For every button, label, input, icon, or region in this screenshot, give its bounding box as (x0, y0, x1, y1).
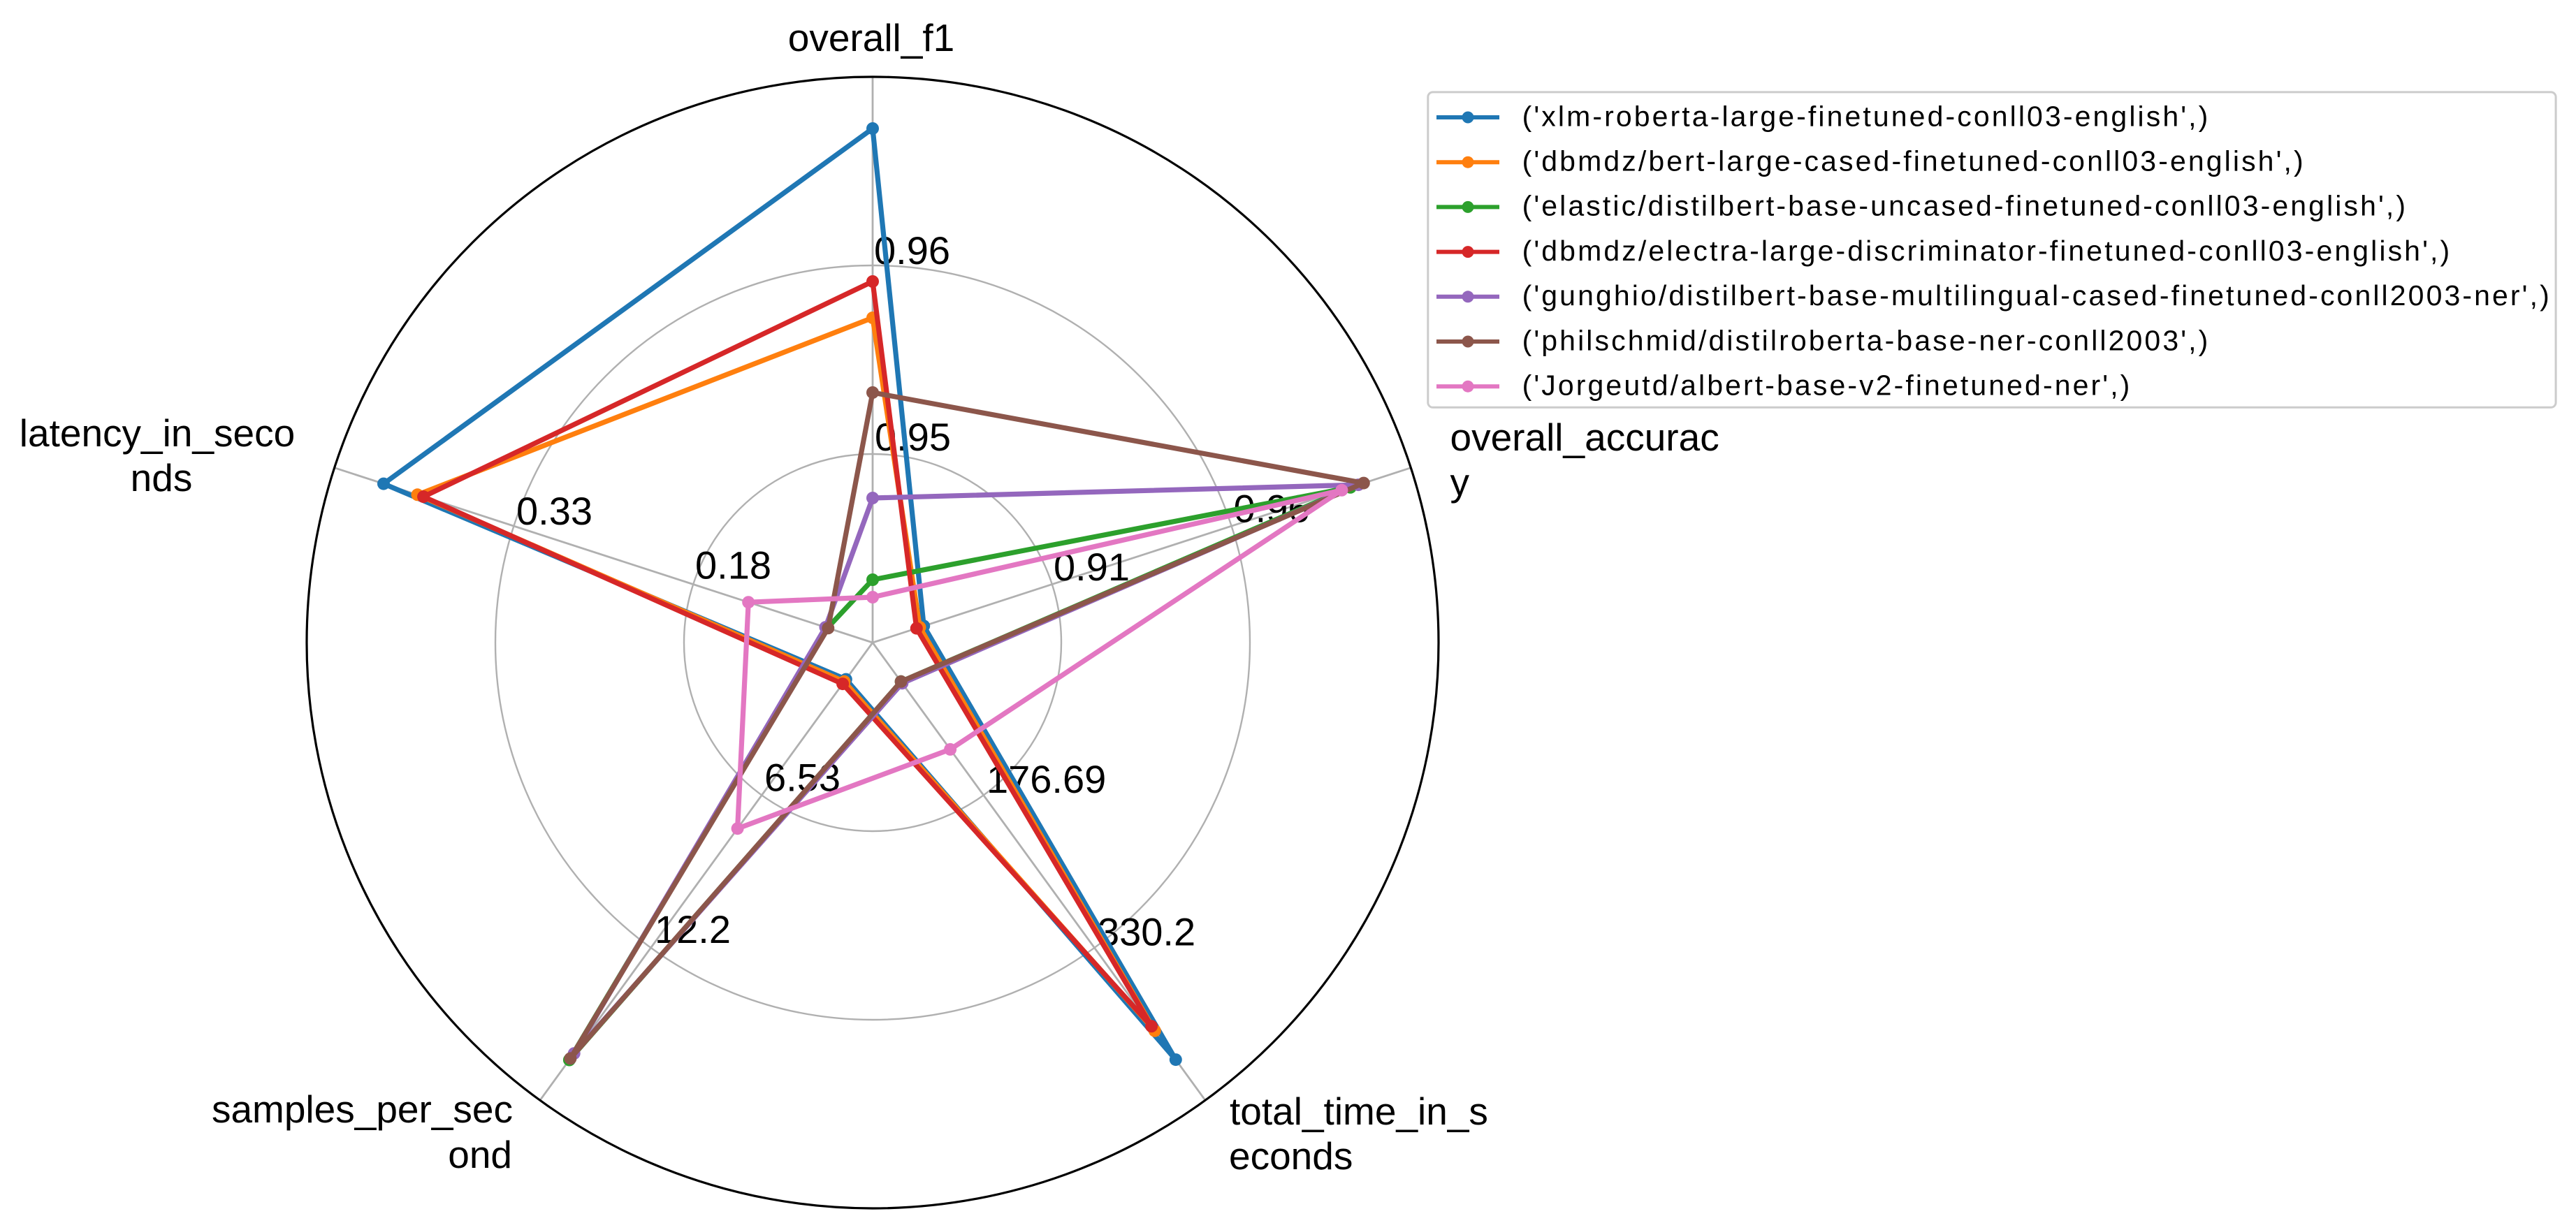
svg-text:0.18: 0.18 (695, 543, 771, 587)
svg-text:('gunghio/distilbert-base-mult: ('gunghio/distilbert-base-multilingual-c… (1522, 279, 2552, 312)
svg-text:econds: econds (1229, 1134, 1353, 1178)
svg-text:0.33: 0.33 (516, 489, 592, 533)
svg-text:('Jorgeutd/albert-base-v2-fine: ('Jorgeutd/albert-base-v2-finetuned-ner'… (1522, 369, 2132, 402)
svg-text:('elastic/distilbert-base-unca: ('elastic/distilbert-base-uncased-finetu… (1522, 190, 2408, 222)
svg-text:('dbmdz/bert-large-cased-finet: ('dbmdz/bert-large-cased-finetuned-conll… (1522, 145, 2306, 177)
svg-text:('xlm-roberta-large-finetuned-: ('xlm-roberta-large-finetuned-conll03-en… (1522, 100, 2211, 132)
svg-text:12.2: 12.2 (655, 907, 731, 951)
svg-text:overall_accurac: overall_accurac (1450, 416, 1719, 459)
svg-text:samples_per_sec: samples_per_sec (212, 1088, 513, 1131)
svg-text:('dbmdz/electra-large-discrimi: ('dbmdz/electra-large-discriminator-fine… (1522, 235, 2452, 267)
svg-text:overall_f1: overall_f1 (788, 16, 954, 59)
svg-text:330.2: 330.2 (1098, 910, 1195, 954)
svg-text:('philschmid/distilroberta-bas: ('philschmid/distilroberta-base-ner-conl… (1522, 324, 2211, 356)
svg-text:nds: nds (131, 456, 193, 499)
svg-text:ond: ond (448, 1133, 512, 1176)
svg-text:latency_in_seco: latency_in_seco (20, 411, 295, 455)
svg-text:y: y (1450, 460, 1470, 504)
svg-text:total_time_in_s: total_time_in_s (1230, 1090, 1488, 1133)
